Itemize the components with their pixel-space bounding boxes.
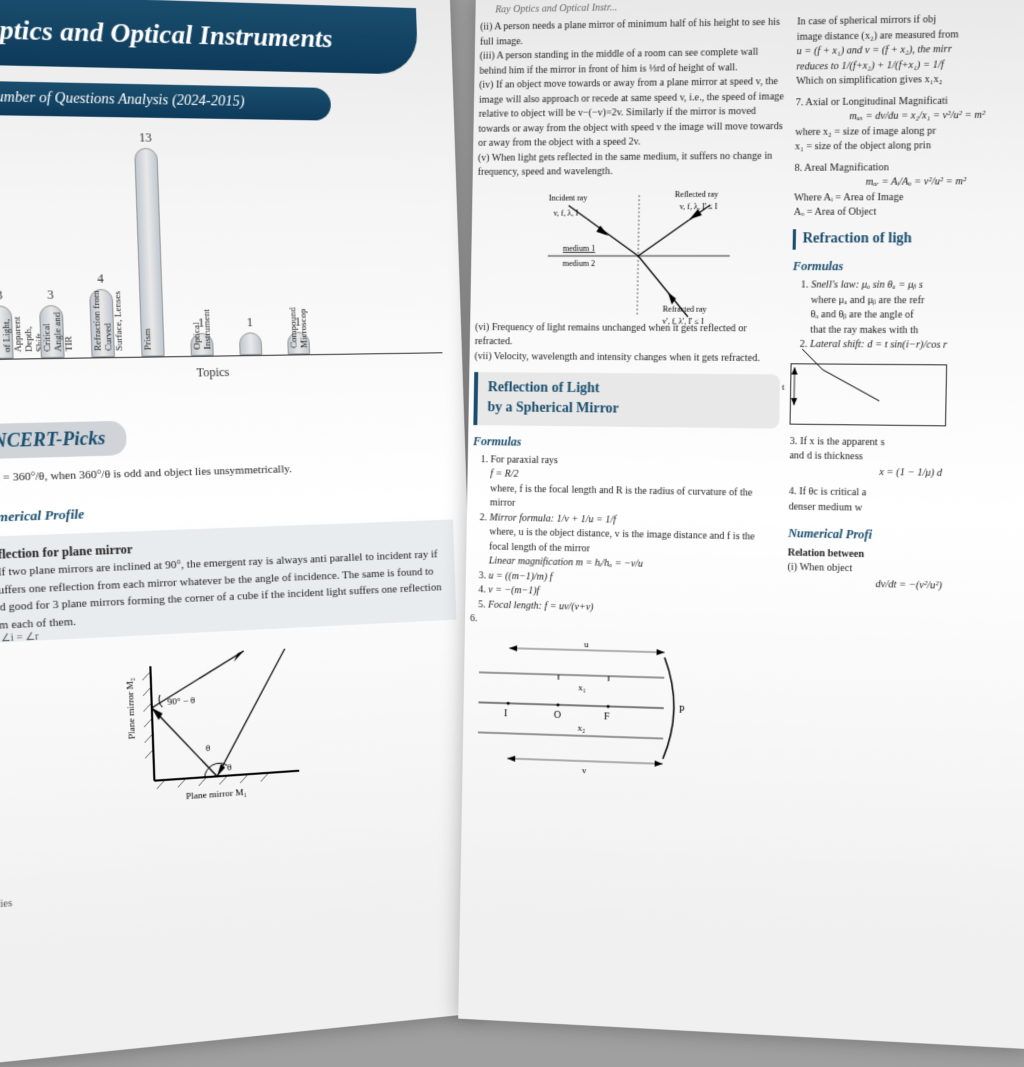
ncert-picks-heading: NCERT-Picks [0,421,127,460]
svg-text:v, f, λ, I: v, f, λ, I [553,208,578,217]
numerical-profile-right: Numerical Profi [788,525,1024,548]
areal-note-2: Aₒ = Area of Object [794,205,1024,221]
svg-text:P: P [679,705,685,716]
formula-2: Mirror formula: 1/v + 1/u = 1/f where, u… [489,511,778,575]
spherical-mirror-diagram: I O F P x₁ x₂ u [468,632,691,780]
svg-text:O: O [554,710,561,721]
svg-text:medium 2: medium 2 [562,258,594,267]
chart-bar: 1Optical Instrument [190,333,214,356]
chapter-title-banner: ay Optics and Optical Instruments [0,0,419,75]
svg-text:t: t [782,381,785,391]
chart-bar: 3Critical Angle and TIR [39,305,65,358]
formula-1: For paraxial rays f = R/2 where, f is th… [490,453,779,516]
refraction-formulas-heading: Formulas [793,258,1024,276]
two-mirror-diagram: 90° − θ θ θ Plane mirror M₂ Plane mirror… [128,637,320,803]
point-ii: (ii) A person needs a plane mirror of mi… [480,16,787,50]
right-page-left-column: (ii) A person needs a plane mirror of mi… [467,16,787,789]
analysis-banner: vise Number of Questions Analysis (2024-… [0,80,331,121]
axial-note-2: x₁ = size of the object along prin [795,138,1024,155]
right-page-right-column: In case of spherical mirrors if obj imag… [784,11,1024,797]
spherical-note-5: Which on simplification gives x₁x₂ [796,72,1024,90]
reflection-spherical-box: Reflection of Light by a Spherical Mirro… [474,372,781,428]
areal-mag-formula: mₐᵣ = Aᵢ/Aₒ = v²/u² = m² [794,175,1024,191]
formulas-heading: Formulas [473,433,780,454]
margin-cut-text: ection i.e ∠i = ∠r [0,631,39,647]
snells-law: Snell's law: μₐ sin θₐ = μᵦ s where μₐ a… [810,279,1024,340]
point-v: (v) When light gets reflected in the sam… [478,149,785,180]
denser-medium: denser medium w [789,500,1024,519]
apparent-shift-formula: x = (1 − 1/μ) d [789,464,1024,483]
areal-mag-heading: 8. Areal Magnification [795,160,1024,177]
chart-x-axis-label: Topics [0,361,443,385]
svg-text:v: v [582,765,587,775]
reflection-refraction-ray-diagram: Incident ray v, f, λ, I Reflected ray v,… [537,184,721,316]
chart-bar: 13Prism [134,148,165,357]
chart-bar: 4Refraction from Curved Surface, Lenses [89,289,115,357]
point-vii: (vii) Velocity, wavelength and intensity… [475,350,782,367]
svg-text:Reflected ray: Reflected ray [675,189,719,198]
slab-diagram: t [790,363,948,426]
svg-text:Refracted ray: Refracted ray [662,304,706,313]
chart-bar: 3Refraction of Light, Apparent Depth, Sh… [0,306,14,359]
svg-text:θ: θ [205,743,210,754]
svg-text:90° − θ: 90° − θ [167,695,195,707]
refraction-of-light-heading: Refraction of ligh [793,228,1024,249]
svg-text:θ: θ [227,762,232,773]
svg-text:u: u [584,639,589,649]
chart-bar: 1Compound Microscop [287,332,310,355]
svg-text:v, f, λ, I' ≤ I: v, f, λ, I' ≤ I [679,201,717,210]
svg-text:I: I [504,708,507,719]
question-analysis-chart: 3Refraction of Light, Apparent Depth, Sh… [0,114,464,414]
left-page: ay Optics and Optical Instruments vise N… [0,0,484,1065]
mirror-m2-label: Plane mirror M₂ [124,678,137,740]
margin-text-object: object lies [0,898,12,913]
svg-text:F: F [604,711,610,722]
chart-bar: 1 [239,332,262,355]
areal-note-1: Where Aᵢ = Area of Image [794,190,1024,206]
point-vi: (vi) Frequency of light remains unchange… [475,321,782,352]
right-page: Ray Optics and Optical Instr... (ii) A p… [458,0,1024,1049]
svg-text:x₂: x₂ [578,723,586,733]
point-iv: (iv) If an object move towards or away f… [478,75,786,152]
svg-text:Incident ray: Incident ray [549,193,588,202]
svg-text:x₁: x₁ [578,682,586,692]
svg-text:medium 1: medium 1 [563,243,595,252]
point-iii: (iii) A person standing in the middle of… [479,45,786,79]
